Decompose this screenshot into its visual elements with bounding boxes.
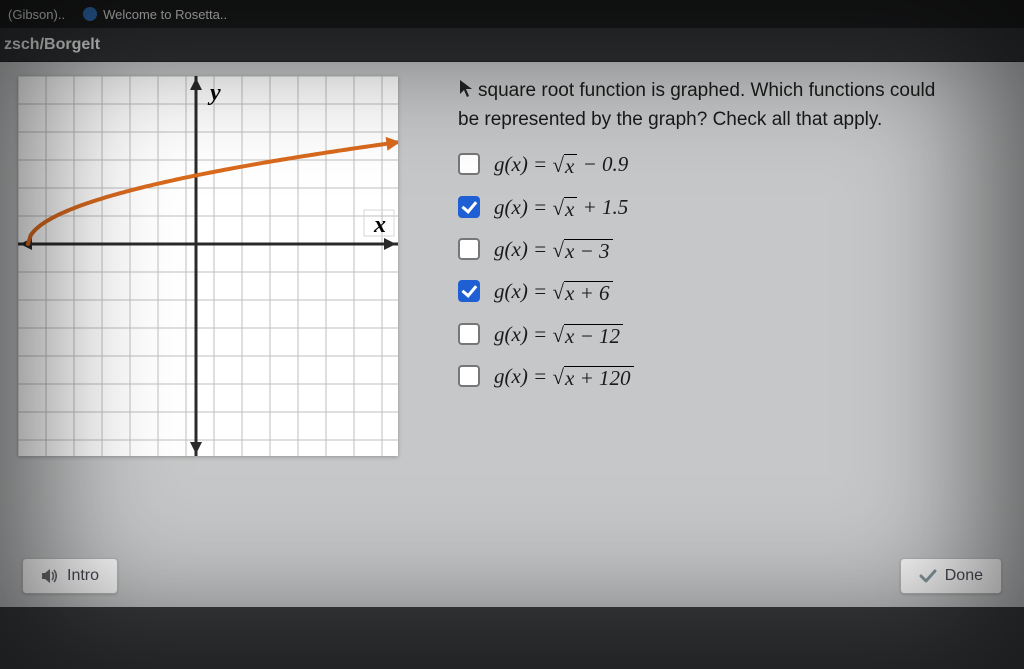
breadcrumb-bar: zsch/Borgelt	[0, 28, 1024, 62]
option-row: g(x) = √x − 12	[458, 320, 996, 348]
done-label: Done	[945, 567, 983, 585]
option-checkbox-3[interactable]	[458, 238, 480, 260]
option-expression-6: g(x) = √x + 120	[494, 362, 634, 390]
question-prompt: square root function is graphed. Which f…	[458, 78, 938, 132]
browser-tabs-bar: (Gibson).. Welcome to Rosetta..	[0, 0, 1024, 28]
tab-gibson-label: (Gibson)..	[8, 7, 65, 22]
question-panel: square root function is graphed. Which f…	[458, 76, 996, 597]
intro-button[interactable]: Intro	[22, 558, 118, 594]
option-expression-3: g(x) = √x − 3	[494, 235, 613, 263]
tab-rosetta-label: Welcome to Rosetta..	[103, 7, 227, 22]
option-checkbox-1[interactable]	[458, 153, 480, 175]
tab-gibson[interactable]: (Gibson)..	[8, 7, 65, 22]
svg-text:x: x	[373, 212, 386, 238]
tab-favicon-icon	[83, 7, 97, 21]
option-expression-5: g(x) = √x − 12	[494, 320, 623, 348]
option-row: g(x) = √x − 3	[458, 235, 996, 263]
graph-svg: yx	[18, 76, 398, 456]
check-icon	[919, 568, 937, 584]
options-list: g(x) = √x − 0.9 g(x) = √x + 1.5 g(x) = √x …	[458, 150, 996, 390]
option-expression-1: g(x) = √x − 0.9	[494, 150, 628, 178]
breadcrumb: zsch/Borgelt	[4, 36, 100, 54]
option-checkbox-2[interactable]	[458, 196, 480, 218]
option-checkbox-4[interactable]	[458, 280, 480, 302]
intro-label: Intro	[67, 567, 99, 585]
option-expression-4: g(x) = √x + 6	[494, 277, 613, 305]
bottom-bar: Intro Done	[0, 545, 1024, 607]
lesson-panel: yx square root function is graphed. Whic…	[0, 62, 1024, 607]
option-row: g(x) = √x − 0.9	[458, 150, 996, 178]
graph-panel: yx	[18, 76, 398, 456]
option-row: g(x) = √x + 120	[458, 362, 996, 390]
svg-text:y: y	[207, 80, 221, 106]
prompt-text: square root function is graphed. Which f…	[458, 80, 935, 130]
option-expression-2: g(x) = √x + 1.5	[494, 193, 628, 221]
speaker-icon	[41, 568, 59, 584]
tab-rosetta[interactable]: Welcome to Rosetta..	[83, 7, 227, 22]
cursor-icon	[458, 79, 474, 107]
option-checkbox-5[interactable]	[458, 323, 480, 345]
done-button[interactable]: Done	[900, 558, 1002, 594]
option-row: g(x) = √x + 1.5	[458, 193, 996, 221]
option-checkbox-6[interactable]	[458, 365, 480, 387]
option-row: g(x) = √x + 6	[458, 277, 996, 305]
